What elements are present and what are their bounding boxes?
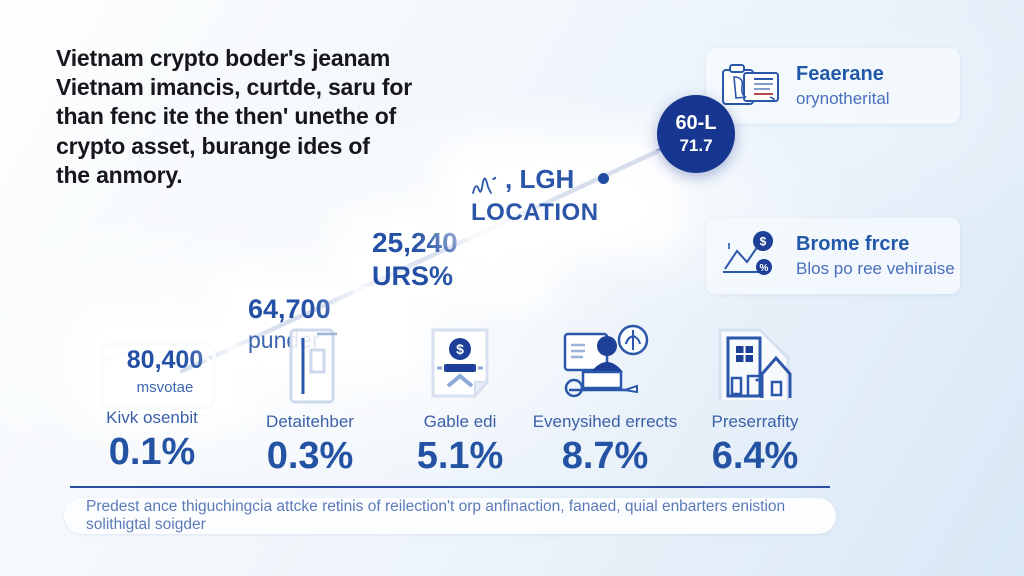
stat-label: Kivk osenbit (106, 408, 198, 427)
footer-note: Predest ance thiguchingcia attcke retini… (64, 498, 836, 534)
milestone-lgh-line2: LOCATION (471, 198, 599, 226)
milestone-card-80400: 80,400 msvotae (92, 328, 238, 414)
stat-label: Evenysihed errects (532, 412, 678, 431)
stat-value: 6.4% (711, 435, 799, 477)
milestone-card-lgh: , LGH LOCATION (455, 150, 671, 240)
stat-preserrafity: Preserrafity 6.4% (667, 316, 843, 478)
info-card-subtitle: Blos po ree vehiraise (796, 259, 955, 278)
growth-chart-icon: $ % (720, 229, 782, 283)
info-card-feaerane: Feaerane orynotherital (706, 48, 960, 124)
documents-icon (720, 61, 782, 111)
milestone-lgh-line1: , LGH (505, 163, 575, 194)
milestone-label: URS% (372, 260, 454, 291)
line-endpoint-dot (598, 173, 609, 184)
svg-text:%: % (760, 263, 769, 274)
summit-badge: 60-L 71.7 (657, 95, 735, 173)
scribble-icon (471, 173, 501, 195)
house-icon (667, 316, 843, 408)
milestone-value: 80,400 (126, 346, 204, 374)
info-card-subtitle: orynotherital (796, 89, 890, 108)
milestone-label: msvotae (136, 379, 194, 396)
info-card-title: Feaerane (796, 63, 884, 85)
stat-value: 0.1% (108, 431, 196, 473)
stat-label: Gable edi (423, 412, 497, 431)
info-card-brome: $ % Brome frcre Blos po ree vehiraise (706, 218, 960, 294)
badge-line2: 71.7 (679, 136, 713, 155)
footer-divider (70, 486, 830, 488)
svg-text:$: $ (456, 341, 464, 357)
badge-line1: 60-L (675, 112, 717, 134)
stat-kivk-osenbit: Kivk osenbit 0.1% (64, 404, 240, 474)
intro-text: Vietnam crypto boder's jeanam Vietnam im… (56, 45, 412, 188)
stat-value: 8.7% (561, 435, 649, 477)
stat-value: 0.3% (266, 435, 354, 477)
stat-label: Detaitehber (266, 412, 354, 431)
svg-text:$: $ (760, 235, 767, 249)
stat-value: 5.1% (416, 435, 504, 477)
stat-label: Preserrafity (711, 412, 799, 431)
info-card-title: Brome frcre (796, 233, 910, 255)
footer-text: Predest ance thiguchingcia attcke retini… (86, 498, 786, 533)
